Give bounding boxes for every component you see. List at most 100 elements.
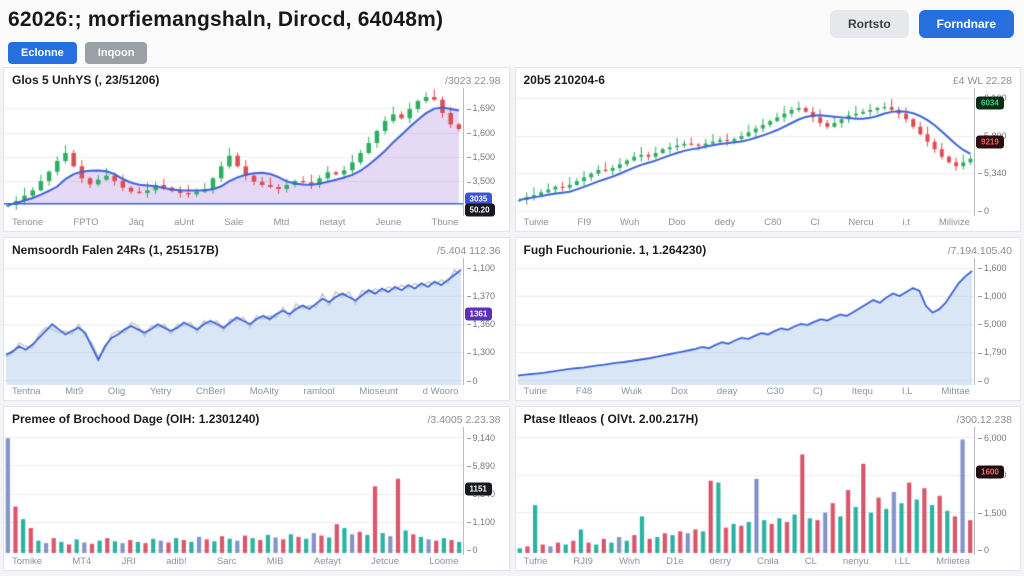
x-axis-label: MIB [266,556,284,567]
y-axis-tick: 0 [978,206,989,216]
chart-panel-3: Nemsoordh Falen 24Rs (1, 251517B) /5.404 … [3,236,510,402]
chart-canvas-5[interactable] [4,427,463,555]
price-marker-badge: 3035 [464,192,493,206]
chart-canvas-1[interactable] [4,88,463,216]
panel-last-value: /3023 22.98 [445,75,501,87]
panel-last-value: /3.4005 2.23.38 [427,414,501,427]
x-axis-label: Cnila [757,556,779,567]
x-axis-label: d Wooro [422,386,459,398]
x-axis-label: Mit9 [65,386,84,398]
chart-canvas-6[interactable] [515,427,974,555]
x-axis-label: Tenone [12,216,44,228]
price-marker-badge: 9219 [976,135,1004,149]
x-axis-label: netayt [319,216,346,228]
x-axis-label: Jetcue [371,556,400,567]
chart-canvas-4[interactable] [515,257,974,386]
panel-header: Fugh Fuchourionie. 1, 1.264230) /7.194.10… [516,238,1021,258]
restore-button[interactable]: Rortsto [829,10,909,38]
forecast-button[interactable]: Forndnare [918,10,1014,38]
x-axis-label: D1e [666,556,684,567]
y-axis-tick: 9,140 [467,433,496,443]
chart-panel-1: Glos 5 UnhYS (, 23/51206) /3023 22.98 1,69… [3,67,510,232]
chart-panel-2: 20b5 210204-6£4 WL 22.286,1005,8005,3400… [514,67,1021,232]
y-axis-tick: 5,890 [467,461,496,471]
x-axis-label: ChBerl [196,386,226,398]
x-axis-label: Mihtae [941,386,970,398]
x-axis-label: Mioseunt [359,386,398,398]
panel-last-value: £4 WL 22.28 [952,75,1012,87]
y-axis-tick: 3,500 [467,176,496,186]
x-axis-label: deay [716,386,738,398]
page-title: 62026:; morfiemangshaln, Dirocd, 64048m) [8,8,444,31]
x-axis: Tufrie RJI9 Wivh D1e derry Cnila CL nenyu i.LL Mr… [516,555,1021,570]
indoor-tab-button[interactable]: Inqoon [84,42,148,64]
x-axis: Tuivie FI9 Wuh Doo dedy C80 Cl Nercu i.t Milivize [516,216,1021,231]
y-axis-tick: 0 [467,376,478,386]
x-axis-label: RJI9 [573,556,593,567]
x-axis-label: i.LL [894,556,911,567]
chart-area: 1,600 1,000 5,000 1,790 0 [515,257,1021,386]
y-axis-tick: 1,100 [467,517,496,527]
x-axis: Tomike MT4 JRI adib! Sarc MIB Aefayt Jetcue Loom… [4,555,509,570]
panel-title: 20b5 210204-6 [523,73,605,87]
panel-title: Premee of Brochood Dage (OIH: 1.2301240) [12,412,260,427]
panel-title: Nemsoordh Falen 24Rs (1, 251517B) [12,242,219,257]
y-axis-tick: 6,000 [978,433,1007,443]
y-axis-tick: 1,300 [467,347,496,357]
x-axis-label: Wuh [620,216,640,228]
price-marker-badge: 1151 [464,482,492,496]
x-axis-label: OIig [107,386,126,398]
x-axis-label: I.L [901,386,913,398]
y-axis-tick: 0 [978,376,989,386]
x-axis-label: Doo [668,216,686,228]
x-axis-label: Tentna [12,386,41,398]
x-axis-label: Sarc [216,556,237,567]
view-toggle: Eclonne Inqoon [8,42,148,64]
chart-canvas-3[interactable] [4,257,463,386]
y-axis-tick: 1,790 [978,347,1007,357]
x-axis-label: nenyu [842,556,869,567]
y-axis: 1,600 1,000 5,000 1,790 0 [974,257,1020,386]
price-marker-badge: 6034 [976,96,1004,110]
header-bar: 62026:; morfiemangshaln, Dirocd, 64048m)… [0,0,1024,67]
x-axis-label: Tomike [12,556,43,567]
x-axis-label: adib! [166,556,187,567]
y-axis-tick: 1,100 [467,263,496,273]
y-axis-tick: 1,690 [467,103,496,113]
y-axis-tick: 1,360 [467,319,496,329]
x-axis-label: MoAlty [249,386,279,398]
x-axis-label: FI9 [577,216,592,228]
x-axis-label: JRI [121,556,136,567]
y-axis-tick: 5,000 [978,319,1007,329]
x-axis-label: C30 [766,386,784,398]
chart-grid: Glos 5 UnhYS (, 23/51206) /3023 22.98 1,69… [3,67,1021,571]
x-axis-label: C) [812,386,823,398]
y-axis-tick: 1,500 [978,508,1007,518]
x-axis-label: Milivize [938,216,970,228]
x-axis-label: Tuirie [523,386,547,398]
panel-last-value: /5.404 112.36 [437,244,501,257]
explore-tab-button[interactable]: Eclonne [8,42,77,64]
panel-title: Ptase Itleaos ( OlVt. 2.00.217H) [523,412,699,427]
x-axis: Tentna Mit9 OIig Yetry ChBerl MoAlty ramlool Mi… [4,385,509,400]
x-axis-label: Tufrie [523,556,548,567]
x-axis-label: i.t [902,216,910,228]
price-marker-badge: 1600 [976,465,1004,479]
y-axis-tick: 1,600 [978,263,1007,273]
x-axis-label: dedy [714,216,736,228]
chart-canvas-2[interactable] [515,88,974,216]
x-axis-label: F48 [575,386,593,398]
price-marker-badge: 50.20 [464,203,495,217]
chart-area: 1,690 1,600 1,500 3,500 3035 50.20 [4,88,509,217]
chart-panel-4: Fugh Fuchourionie. 1, 1.264230) /7.194.10… [514,236,1021,402]
panel-title: Glos 5 UnhYS (, 23/51206) [12,73,160,87]
price-marker-badge: 1361 [464,307,493,321]
x-axis-label: Mrlietea [936,556,970,567]
x-axis-label: Jeune [375,216,402,228]
panel-header: Nemsoordh Falen 24Rs (1, 251517B) /5.404 … [4,238,509,258]
x-axis-label: Wuik [621,386,643,398]
